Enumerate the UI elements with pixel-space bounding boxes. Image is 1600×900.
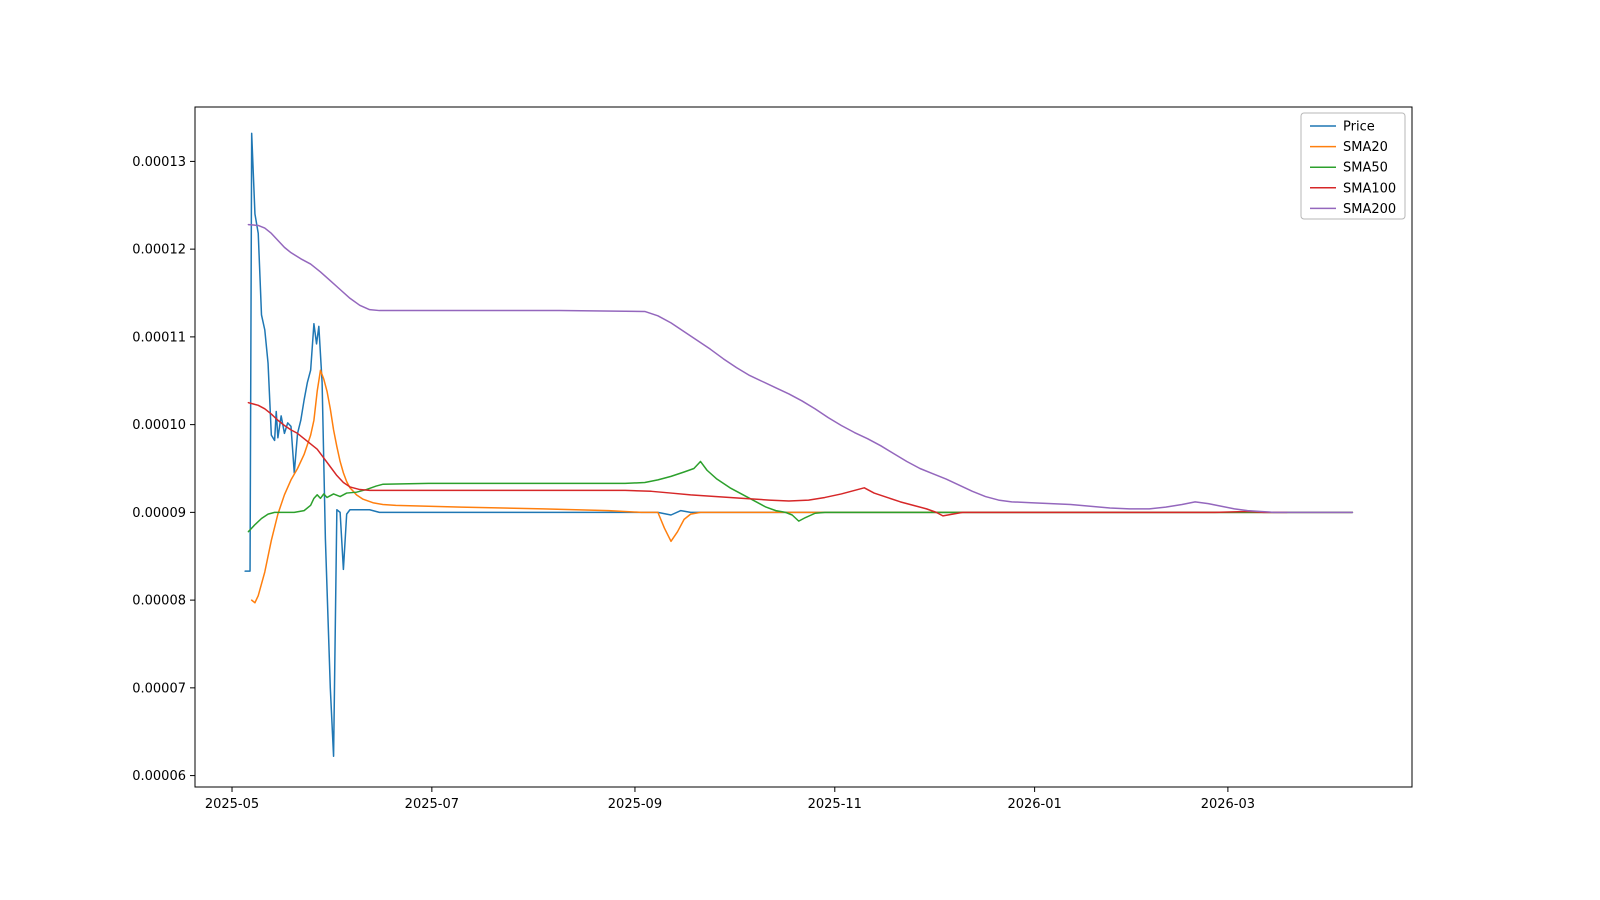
x-tick-label: 2025-11 — [808, 797, 862, 812]
x-tick-label: 2025-09 — [608, 797, 662, 812]
y-tick-label: 0.00012 — [132, 243, 186, 258]
y-tick-label: 0.00009 — [132, 506, 186, 521]
plot-border — [194, 106, 1413, 788]
y-tick-label: 0.00008 — [132, 594, 186, 609]
series-line-sma200 — [247, 223, 1354, 514]
legend-label-sma200: SMA200 — [1343, 202, 1396, 217]
legend-label-sma50: SMA50 — [1343, 161, 1388, 176]
series-line-sma50 — [247, 460, 1354, 533]
series-line-price — [244, 132, 1354, 758]
x-tick-label: 2026-01 — [1007, 797, 1061, 812]
y-tick-label: 0.00007 — [132, 681, 186, 696]
y-tick-label: 0.00011 — [132, 330, 186, 345]
x-tick-label: 2025-05 — [205, 797, 259, 812]
y-tick-label: 0.00006 — [132, 769, 186, 784]
legend-label-sma20: SMA20 — [1343, 140, 1388, 155]
legend-label-price: Price — [1343, 120, 1375, 135]
y-tick-label: 0.00010 — [132, 418, 186, 433]
series-line-sma100 — [247, 401, 1288, 517]
series-line-sma20 — [250, 369, 1354, 604]
x-tick-label: 2026-03 — [1201, 797, 1255, 812]
legend-box — [1300, 112, 1406, 220]
legend-label-sma100: SMA100 — [1343, 181, 1396, 196]
y-tick-label: 0.00013 — [132, 155, 186, 170]
x-tick-label: 2025-07 — [405, 797, 459, 812]
